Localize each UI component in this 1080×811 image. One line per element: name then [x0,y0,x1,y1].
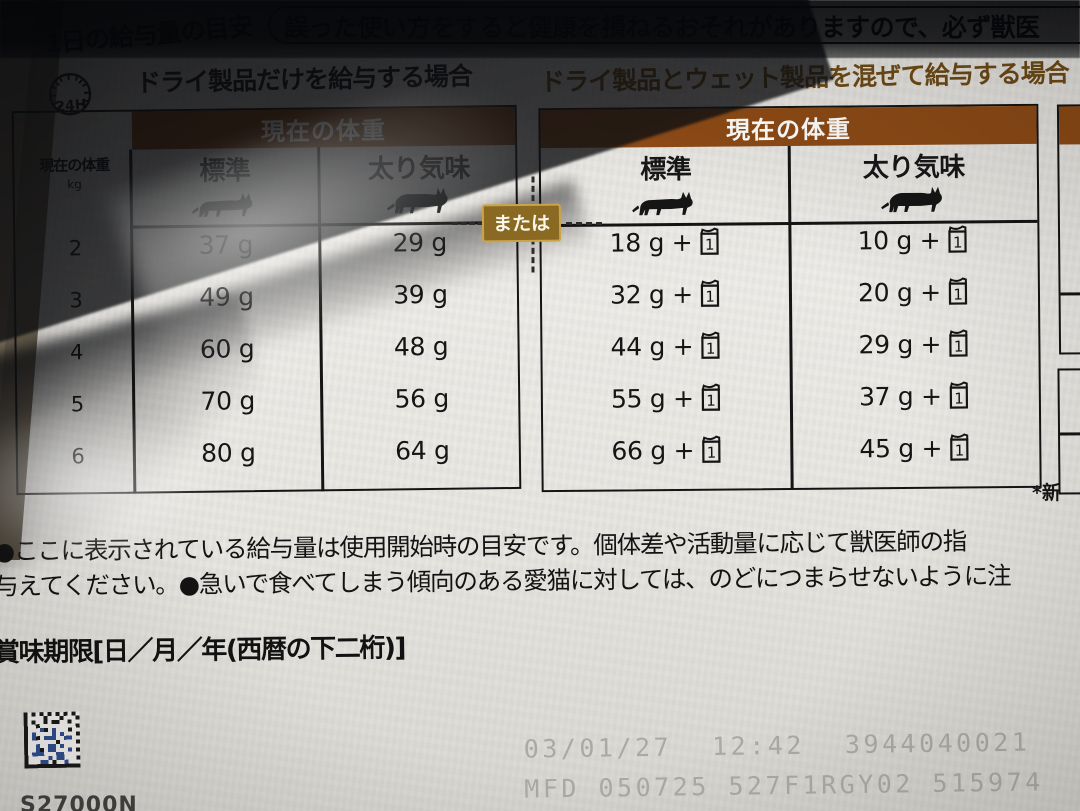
mixed-row-overweight-grams: 37 g + [858,381,942,411]
svg-text:1: 1 [706,392,715,410]
mixed-row-standard-grams: 44 g + [610,331,694,362]
svg-text:1: 1 [953,233,962,251]
mixed-row-standard-grams: 66 g + [611,435,695,466]
mixed-row-overweight: 20 g + 1 [792,276,1038,308]
third-table-band [1058,105,1080,145]
wet-pouch-icon: 1 [946,328,972,358]
mixed-column-overweight-header: 太り気味 [791,146,1038,222]
mixed-row-overweight-grams: 20 g + [857,277,941,307]
svg-text:1: 1 [954,337,963,355]
mixed-row-standard: 32 g + 1 [542,278,792,310]
fat-cat-icon [791,185,1037,225]
mixed-row-standard: 18 g + 1 [541,226,791,258]
wet-pouch-icon: 1 [945,224,971,254]
wet-pouch-icon: 1 [699,435,725,465]
or-badge: または [481,203,562,243]
mixed-row-standard: 66 g + 1 [543,434,793,466]
datamatrix-code-icon [23,711,81,769]
svg-text:1: 1 [707,444,716,462]
mixed-row-overweight: 10 g + 1 [791,224,1037,256]
wet-pouch-icon: 1 [698,331,724,361]
inkjet-num: 515974 [932,767,1044,798]
mixed-column-overweight-label: 太り気味 [862,152,965,184]
dry-row-overweight: 48 g [393,331,449,362]
slim-cat-icon [541,187,791,227]
footnote-star-new: *新 [1032,482,1061,504]
mixed-row-standard-grams: 32 g + [609,279,693,310]
wet-pouch-icon: 1 [946,276,972,306]
dry-row-overweight: 64 g [394,435,450,466]
svg-text:1: 1 [705,236,714,254]
inkjet-date: 03/01/27 [523,732,673,764]
mixed-row-standard: 44 g + 1 [542,330,792,362]
wet-pouch-icon: 1 [699,383,725,413]
mixed-row-standard: 55 g + 1 [543,382,793,414]
inkjet-time: 12:42 [711,730,806,761]
third-table-partial-lower [1057,367,1080,495]
inkjet-printed-code: 03/01/27 12:42 3944040021 MFD 050725 527F1… [523,722,1044,809]
dry-row-overweight: 56 g [394,383,450,414]
datamatrix-label: S27000N [20,793,138,811]
inkjet-mfd: MFD 050725 [524,772,710,804]
photo-shadow-top-band [0,0,1080,58]
mixed-row-overweight: 29 g + 1 [792,328,1038,360]
photo-highlight-bottom-left [0,400,220,570]
mixed-row-standard-grams: 55 g + [610,383,694,414]
or-dash-left [452,222,492,225]
svg-text:1: 1 [954,389,963,407]
inkjet-code: 527F1RGY02 [728,769,915,801]
inkjet-line-2: MFD 050725 527F1RGY02 515974 [524,762,1044,809]
mixed-row-overweight-grams: 29 g + [858,329,942,359]
svg-text:1: 1 [705,288,714,306]
mixed-row-overweight: 45 g + 1 [793,432,1039,464]
mixed-row-standard-grams: 18 g + [609,227,693,258]
wet-pouch-icon: 1 [698,279,724,309]
inkjet-lot: 3944040021 [844,727,1031,760]
mixed-column-standard-header: 標準 [541,148,792,224]
or-dash-bottom [531,238,535,273]
mixed-row-overweight-grams: 10 g + [857,225,941,255]
svg-text:1: 1 [706,340,715,358]
wet-pouch-icon: 1 [697,227,723,257]
mixed-row-overweight-grams: 45 g + [859,433,943,463]
wet-pouch-icon: 1 [947,380,973,410]
svg-text:1: 1 [953,285,962,303]
or-dash-right [566,222,602,225]
svg-text:1: 1 [954,441,963,459]
mixed-row-overweight: 37 g + 1 [793,380,1039,412]
mixed-table-band-title: 現在の体重 [725,114,852,145]
third-table-partial [1056,103,1080,355]
wet-pouch-icon: 1 [947,432,973,462]
mixed-feeding-table: 現在の体重 標準 太り気味 18 g + 1 10 g + [538,103,1042,493]
